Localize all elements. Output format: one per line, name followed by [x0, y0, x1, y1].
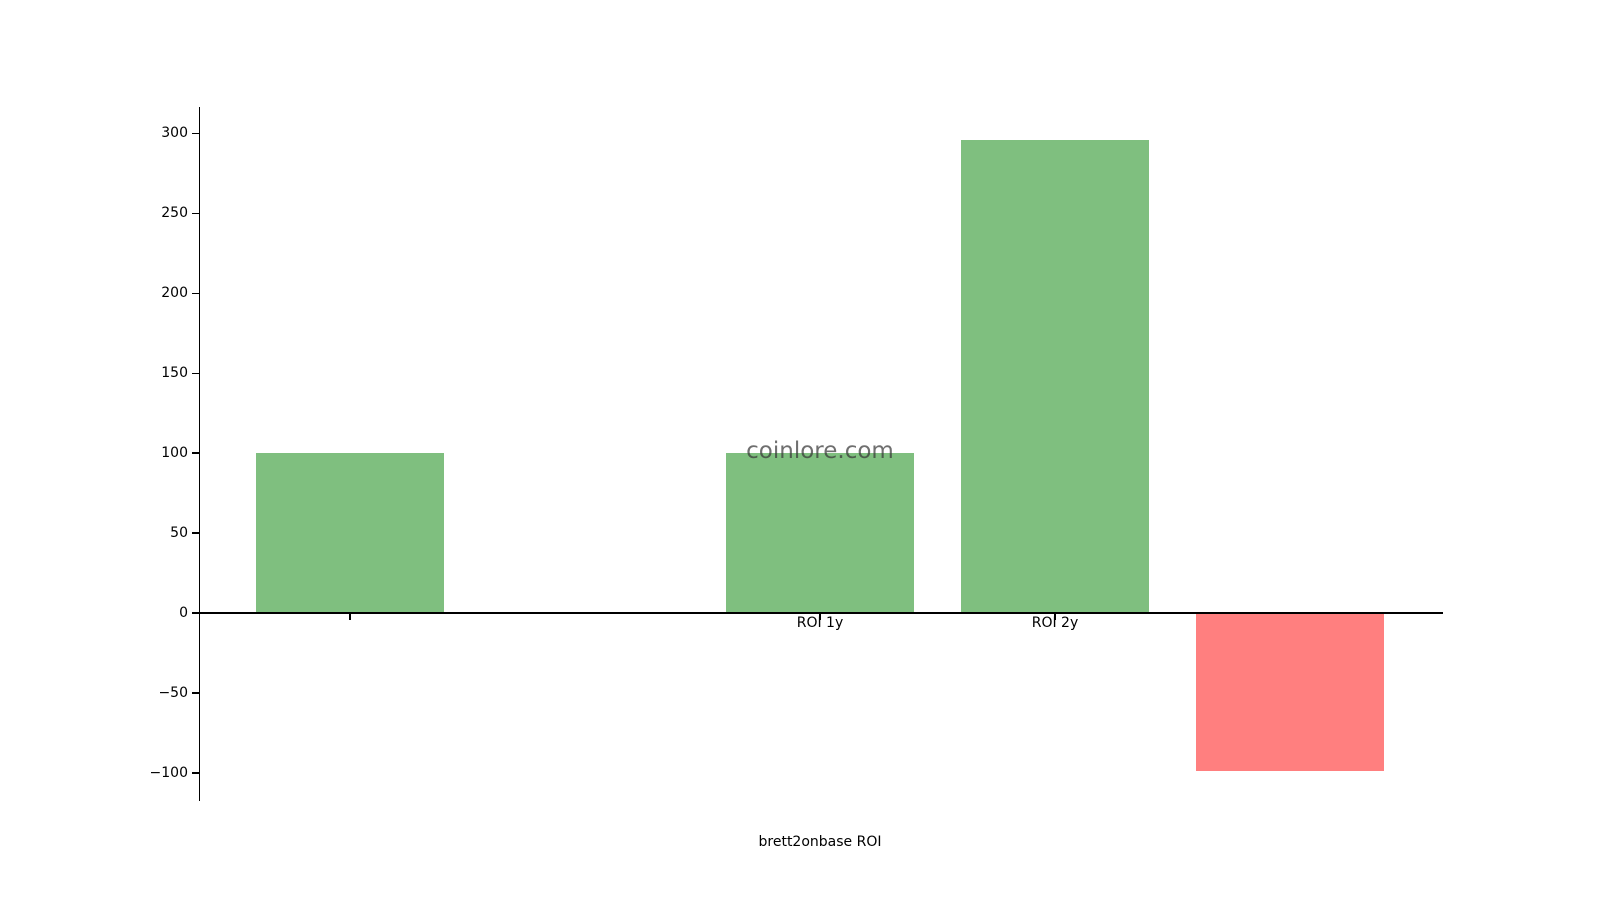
y-tick-mark	[192, 212, 199, 214]
y-tick-label: 0	[179, 605, 188, 621]
x-tick-mark	[1054, 613, 1056, 620]
bar-slot-0	[256, 453, 444, 613]
y-tick-label: 100	[161, 445, 188, 462]
y-axis-spine	[198, 107, 200, 801]
y-tick-mark	[192, 772, 199, 774]
y-tick-label: −50	[158, 684, 188, 701]
y-tick-label: 300	[161, 125, 188, 142]
y-tick-mark	[192, 612, 199, 614]
x-tick-label: ROI 2y	[1031, 615, 1079, 631]
y-tick-mark	[192, 692, 199, 694]
y-tick-mark	[192, 372, 199, 374]
y-tick-label: 150	[161, 365, 188, 382]
x-tick-mark	[819, 613, 821, 620]
y-tick-mark	[192, 292, 199, 294]
y-tick-label: 50	[170, 525, 188, 542]
y-tick-mark	[192, 452, 199, 454]
x-tick-mark	[349, 613, 351, 620]
watermark-text: coinlore.com	[746, 438, 894, 464]
x-axis-zero-line	[198, 612, 1443, 614]
x-axis-title: brett2onbase ROI	[758, 834, 882, 850]
y-tick-label: −100	[149, 764, 188, 781]
bar-roi-1y	[726, 453, 914, 613]
y-tick-mark	[192, 532, 199, 534]
bar-slot-4	[1196, 613, 1384, 772]
bar-roi-2y	[961, 139, 1149, 613]
y-tick-mark	[192, 132, 199, 135]
y-tick-label: 250	[161, 205, 188, 222]
y-tick-label: 200	[161, 285, 188, 302]
x-tick-label: ROI 1y	[796, 615, 844, 631]
